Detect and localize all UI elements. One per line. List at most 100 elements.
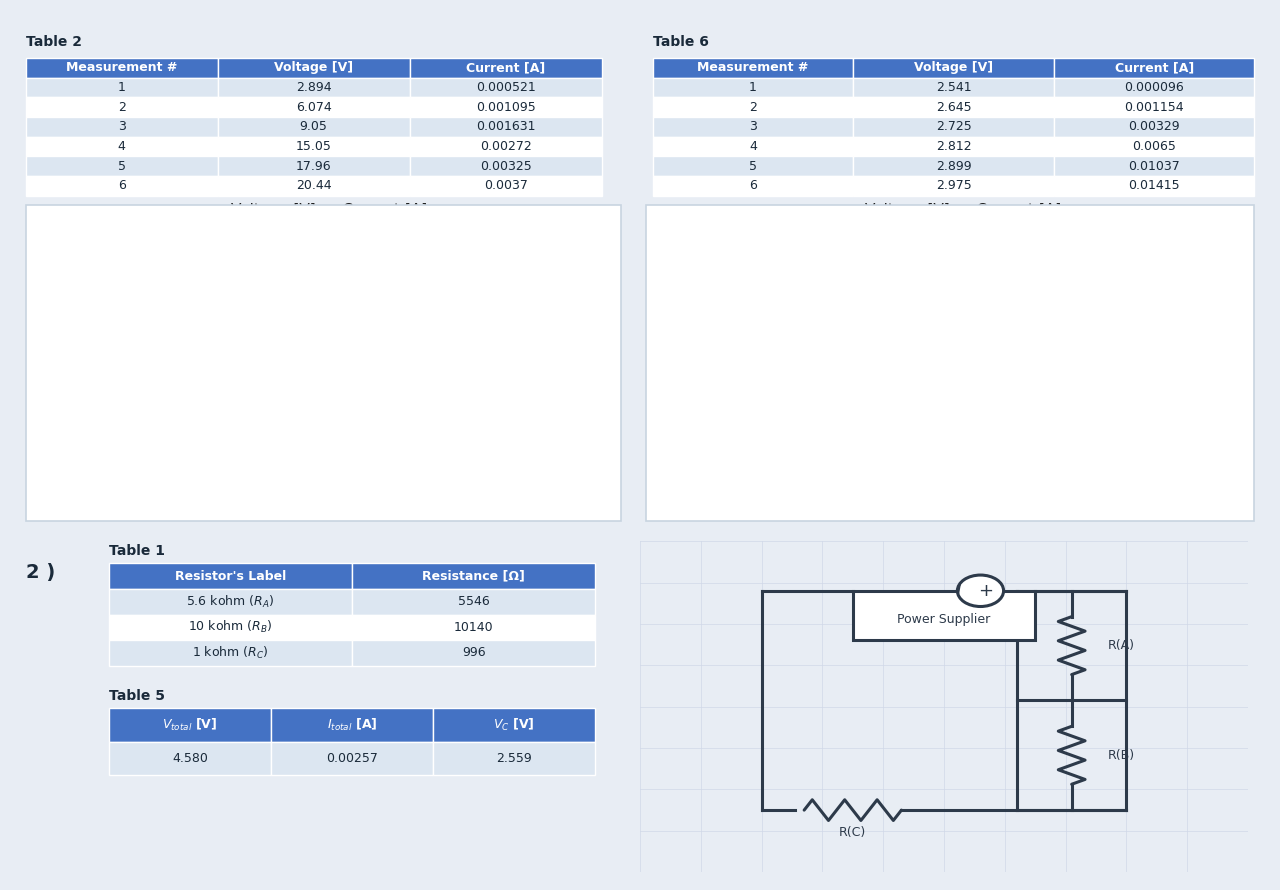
Text: 6.074: 6.074: [296, 101, 332, 114]
Text: I: I: [957, 583, 961, 598]
Text: 3: 3: [118, 120, 125, 134]
Point: [408, 328, 429, 343]
Text: 2.645: 2.645: [936, 101, 972, 114]
Bar: [109, 589, 352, 614]
Point: [474, 301, 494, 315]
Bar: [854, 58, 1053, 77]
Text: Measurement #: Measurement #: [698, 61, 809, 74]
Text: 2.725: 2.725: [936, 120, 972, 134]
Bar: [854, 157, 1053, 176]
Text: Voltage [V]: Voltage [V]: [914, 61, 993, 74]
Y-axis label: Voltage [V]: Voltage [V]: [41, 326, 54, 395]
X-axis label: Current [A]: Current [A]: [928, 506, 998, 519]
Bar: [433, 742, 595, 775]
Bar: [218, 117, 410, 137]
Bar: [352, 563, 595, 589]
Text: 0.00272: 0.00272: [480, 140, 531, 153]
Bar: [26, 58, 218, 77]
Bar: [218, 58, 410, 77]
Text: 2.975: 2.975: [936, 180, 972, 192]
Bar: [433, 708, 595, 742]
Bar: [854, 97, 1053, 117]
Bar: [352, 640, 595, 666]
Point: [1028, 313, 1048, 328]
Text: 9.05: 9.05: [300, 120, 328, 134]
Text: 4: 4: [749, 140, 756, 153]
Title: Voltage [V] vs Current [A]
NON-OHMIC: Voltage [V] vs Current [A] NON-OHMIC: [865, 203, 1061, 235]
Text: Voltage [V]: Voltage [V]: [274, 61, 353, 74]
Text: 15.05: 15.05: [296, 140, 332, 153]
Text: 1: 1: [118, 81, 125, 94]
Bar: [410, 137, 602, 157]
Bar: [854, 77, 1053, 97]
Bar: [410, 157, 602, 176]
Text: Resistance [Ω]: Resistance [Ω]: [422, 570, 525, 583]
Bar: [26, 176, 218, 196]
Bar: [109, 614, 352, 640]
Bar: [218, 77, 410, 97]
Text: 0.01415: 0.01415: [1129, 180, 1180, 192]
Text: 0.00325: 0.00325: [480, 159, 531, 173]
Bar: [410, 77, 602, 97]
Text: $V_{total}$ [V]: $V_{total}$ [V]: [163, 717, 218, 733]
Text: 0.00257: 0.00257: [326, 752, 378, 765]
Text: Table 1: Table 1: [109, 544, 165, 558]
Bar: [653, 176, 854, 196]
Text: 2: 2: [749, 101, 756, 114]
Bar: [1053, 58, 1254, 77]
Bar: [352, 589, 595, 614]
Title: Voltage [V] vs Current [A]
OHMIC: Voltage [V] vs Current [A] OHMIC: [232, 203, 428, 235]
Text: 0.0037: 0.0037: [484, 180, 527, 192]
Bar: [218, 157, 410, 176]
Text: R(C): R(C): [840, 827, 867, 839]
Text: 2.812: 2.812: [936, 140, 972, 153]
Bar: [1053, 77, 1254, 97]
Text: 0.001154: 0.001154: [1124, 101, 1184, 114]
Bar: [109, 742, 271, 775]
Bar: [410, 117, 602, 137]
Bar: [653, 58, 854, 77]
Text: 1: 1: [749, 81, 756, 94]
Bar: [26, 97, 218, 117]
Point: [703, 457, 723, 472]
Bar: [218, 137, 410, 157]
Text: 0.000521: 0.000521: [476, 81, 535, 94]
Text: Resistor's Label: Resistor's Label: [175, 570, 285, 583]
Point: [529, 277, 549, 291]
Bar: [1053, 137, 1254, 157]
Bar: [26, 117, 218, 137]
Bar: [854, 137, 1053, 157]
Text: +: +: [978, 582, 993, 600]
Text: 5: 5: [749, 159, 756, 173]
Bar: [271, 708, 433, 742]
Text: y = 5517.7x + 0.0327: y = 5517.7x + 0.0327: [342, 283, 472, 296]
Circle shape: [957, 575, 1004, 606]
Text: 2: 2: [118, 101, 125, 114]
Text: Current [A]: Current [A]: [466, 61, 545, 74]
Text: $V_C$ [V]: $V_C$ [V]: [493, 717, 535, 733]
Bar: [109, 708, 271, 742]
Point: [905, 349, 925, 363]
Bar: [653, 157, 854, 176]
Text: 17.96: 17.96: [296, 159, 332, 173]
Bar: [653, 117, 854, 137]
Bar: [854, 117, 1053, 137]
Text: 3: 3: [749, 120, 756, 134]
Bar: [653, 77, 854, 97]
Text: 4.580: 4.580: [172, 752, 207, 765]
Text: 0.000096: 0.000096: [1124, 81, 1184, 94]
Bar: [1053, 97, 1254, 117]
Text: 2.559: 2.559: [497, 752, 532, 765]
Text: R(A): R(A): [1108, 639, 1135, 652]
Text: 2.541: 2.541: [936, 81, 972, 94]
Text: 4: 4: [118, 140, 125, 153]
Text: 2 ): 2 ): [26, 563, 55, 582]
Text: 5: 5: [118, 159, 125, 173]
Text: 5546: 5546: [458, 595, 489, 608]
Text: 996: 996: [462, 646, 485, 659]
Bar: [271, 742, 433, 775]
Text: 20.44: 20.44: [296, 180, 332, 192]
Bar: [218, 176, 410, 196]
X-axis label: Current [A]: Current [A]: [294, 506, 365, 519]
Bar: [26, 137, 218, 157]
